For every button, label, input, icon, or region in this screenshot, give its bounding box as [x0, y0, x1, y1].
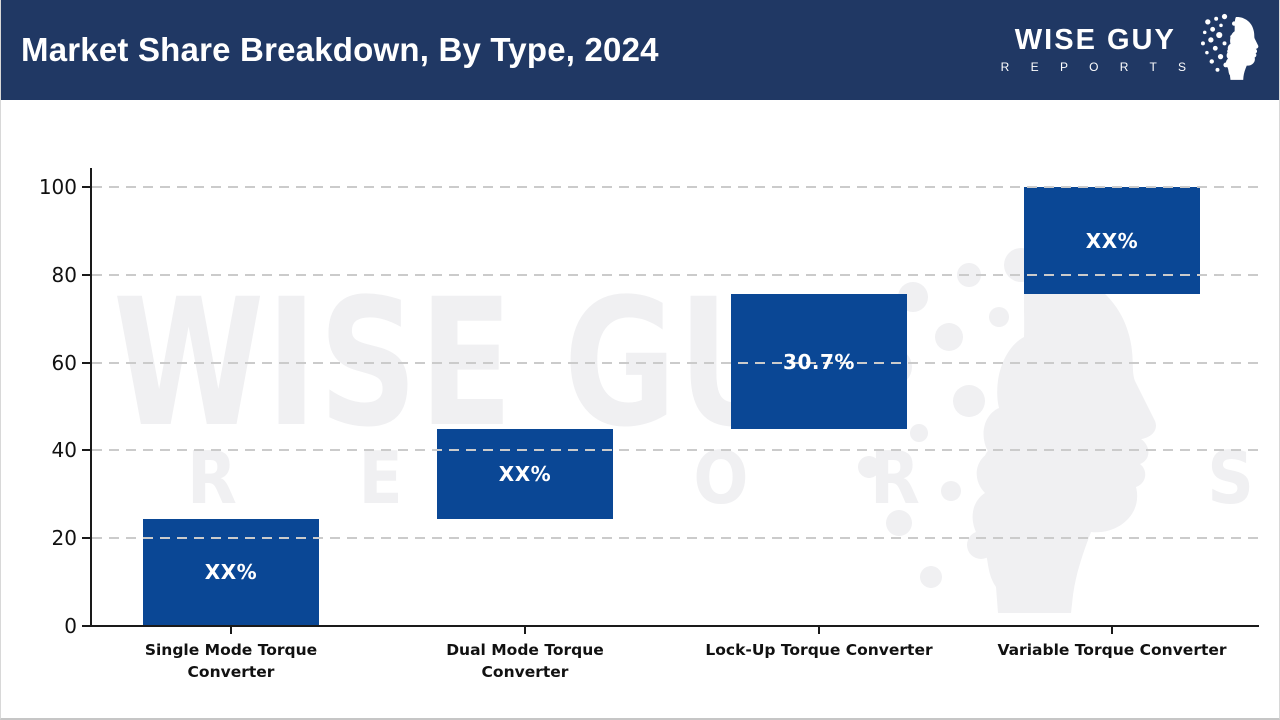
- bar-segment: [143, 518, 319, 626]
- y-tick-label: 40: [51, 438, 77, 463]
- brand-face-icon: [1200, 13, 1259, 80]
- y-tick: [82, 537, 90, 540]
- page-title: Market Share Breakdown, By Type, 2024: [21, 31, 659, 68]
- y-tick-label: 100: [38, 175, 77, 199]
- brand-subtitle: R E P O R T S: [1000, 60, 1195, 74]
- y-tick-label: 20: [51, 526, 77, 551]
- category-label: Variable Torque Converter: [997, 641, 1227, 659]
- bar-segment: [437, 428, 613, 519]
- brand-logo: WISE GUY R E P O R T S: [996, 9, 1265, 91]
- y-axis-line: [90, 168, 92, 627]
- category-label: Dual Mode Torque Converter: [446, 641, 604, 681]
- bar-segment: [1024, 187, 1200, 295]
- category-label: Single Mode Torque Converter: [144, 641, 318, 681]
- x-tick: [230, 627, 232, 634]
- bar-value-label: XX%: [1085, 228, 1139, 253]
- gridline-y80: [92, 273, 1259, 276]
- y-tick-label: 60: [51, 350, 77, 375]
- y-tick: [82, 186, 90, 188]
- y-tick-label: 80: [51, 262, 77, 287]
- bar-value-label: XX%: [204, 560, 258, 585]
- bar-value-label: 30.7%: [783, 349, 855, 374]
- x-tick: [818, 627, 820, 634]
- x-tick: [1111, 627, 1113, 634]
- y-tick: [82, 273, 90, 276]
- bar-value-label: XX%: [498, 461, 552, 486]
- bar-segment: [731, 294, 907, 429]
- brand-logo-text: WISE GUY R E P O R T S: [996, 24, 1195, 75]
- gridline-y100: [92, 186, 1259, 188]
- y-tick-label: 0: [64, 614, 77, 638]
- gridline-y40: [92, 449, 1259, 452]
- gridline-y20: [92, 537, 1259, 540]
- y-tick: [82, 449, 90, 452]
- gridline-y60: [92, 361, 1259, 364]
- brand-name: WISE GUY: [1014, 24, 1176, 56]
- x-tick: [524, 627, 526, 634]
- header-bar: Market Share Breakdown, By Type, 2024 WI…: [1, 0, 1279, 100]
- y-tick: [82, 625, 90, 627]
- x-axis-line: [90, 625, 1259, 627]
- y-tick: [82, 361, 90, 364]
- watermark-wordmark: WISE GU: [113, 261, 792, 466]
- category-label: Lock-Up Torque Converter: [705, 641, 933, 659]
